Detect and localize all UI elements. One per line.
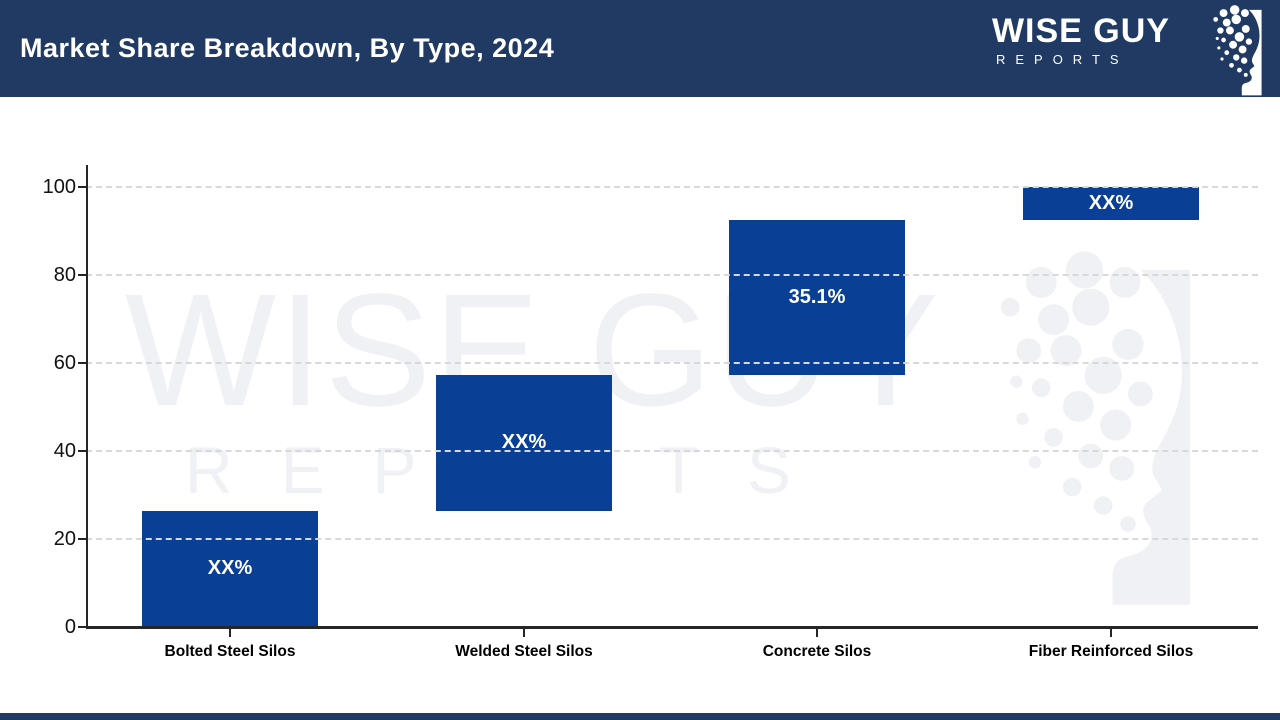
watermark-head-icon <box>1000 251 1190 605</box>
y-axis-tick <box>78 186 86 188</box>
bar-value-label: XX% <box>1088 192 1134 215</box>
x-axis-category-label: Welded Steel Silos <box>455 643 593 660</box>
bar-value-label: 35.1% <box>788 286 846 309</box>
gridline <box>86 450 1258 452</box>
y-axis-tick <box>78 274 86 276</box>
chart-title: Market Share Breakdown, By Type, 2024 <box>20 33 555 63</box>
y-axis-tick <box>78 362 86 364</box>
gridline <box>86 186 1258 188</box>
x-axis-category-label: Concrete Silos <box>762 643 872 660</box>
bar-segment: XX% <box>436 374 612 511</box>
x-axis-tick <box>229 629 231 637</box>
waterfall-chart: XX% XX% 35.1% XX% 0 20 40 60 80 100 Bolted Steel S… <box>0 97 1280 713</box>
gridline <box>86 362 1258 364</box>
x-axis-tick <box>816 629 818 637</box>
y-axis-tick-label: 80 <box>53 264 76 286</box>
y-axis-tick <box>78 538 86 540</box>
brand-logo: WISE GUY REPORTS <box>992 14 1170 67</box>
dotted-head-icon <box>1213 5 1262 96</box>
y-axis-tick <box>78 450 86 452</box>
y-axis-tick-label: 0 <box>64 616 76 638</box>
x-axis-category-label: Bolted Steel Silos <box>164 643 296 660</box>
x-axis-category-label: Fiber Reinforced Silos <box>1028 643 1194 660</box>
y-axis-tick-label: 100 <box>42 176 76 198</box>
y-axis-tick <box>78 626 86 628</box>
gridline <box>86 538 1258 540</box>
x-axis-line <box>86 626 1258 629</box>
bar-segment: 35.1% <box>729 220 905 375</box>
footer-bar <box>0 713 1280 720</box>
y-axis-tick-label: 40 <box>53 440 76 462</box>
y-axis-line <box>86 165 88 627</box>
y-axis-tick-label: 20 <box>53 528 76 550</box>
x-axis-tick <box>1110 629 1112 637</box>
bar-segment: XX% <box>142 510 318 627</box>
bar-value-label: XX% <box>207 557 253 580</box>
logo-subtitle: REPORTS <box>995 52 1129 67</box>
header-bar: Market Share Breakdown, By Type, 2024 WI… <box>0 0 1280 97</box>
y-axis-tick-label: 60 <box>53 352 76 374</box>
bar-segment: XX% <box>1023 187 1199 221</box>
logo-wordmark: WISE GUY <box>991 12 1170 50</box>
gridline <box>86 274 1258 276</box>
bar-value-label: XX% <box>501 431 547 454</box>
x-axis-tick <box>523 629 525 637</box>
